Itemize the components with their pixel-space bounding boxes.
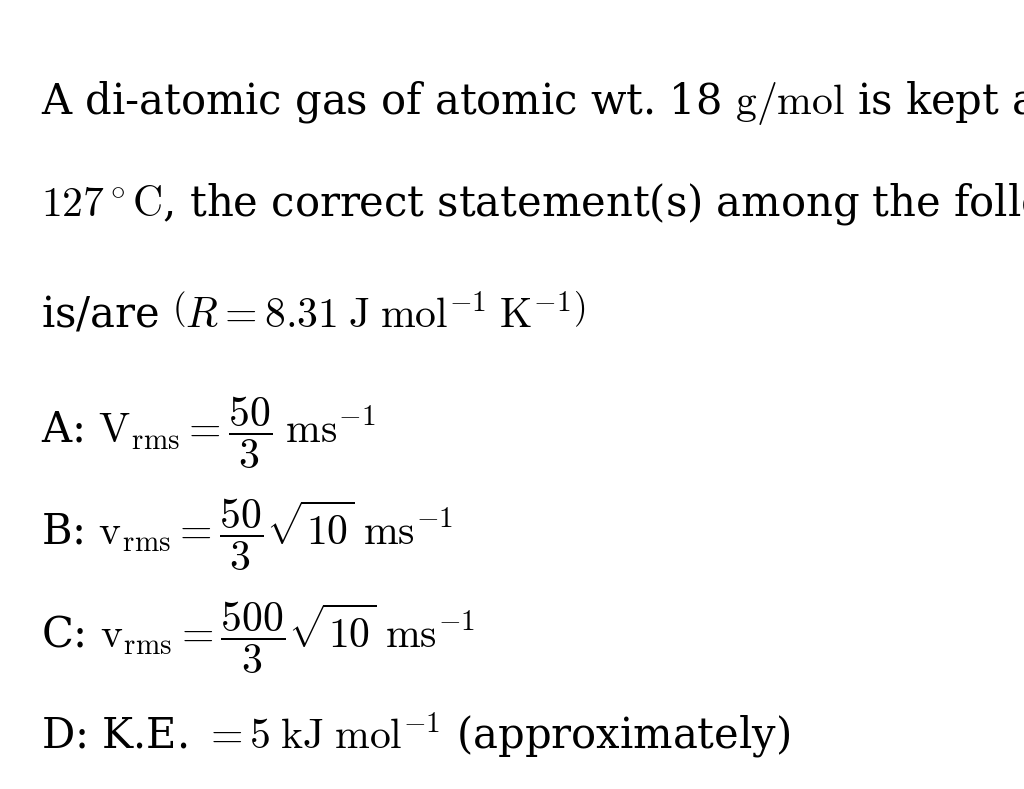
Text: D: K.E. $= 5\; \mathrm{kJ\;mol^{-1}}$ (approximately): D: K.E. $= 5\; \mathrm{kJ\;mol^{-1}}$ (a… xyxy=(41,710,790,760)
Text: C: $\mathrm{v_{rms}} = \dfrac{500}{3}\sqrt{10}\; \mathrm{ms^{-1}}$: C: $\mathrm{v_{rms}} = \dfrac{500}{3}\sq… xyxy=(41,600,475,675)
Text: A: $\mathrm{V_{rms}} = \dfrac{50}{3}\; \mathrm{ms^{-1}}$: A: $\mathrm{V_{rms}} = \dfrac{50}{3}\; \… xyxy=(41,394,376,470)
Text: $127^\circ\mathrm{C}$, the correct statement(s) among the following: $127^\circ\mathrm{C}$, the correct state… xyxy=(41,181,1024,227)
Text: is/are $\left(R = 8.31\; \mathrm{J\;mol^{-1}\;K^{-1}}\right)$: is/are $\left(R = 8.31\; \mathrm{J\;mol^… xyxy=(41,292,586,337)
Text: B: $\mathrm{v_{rms}} = \dfrac{50}{3}\sqrt{10}\; \mathrm{ms^{-1}}$: B: $\mathrm{v_{rms}} = \dfrac{50}{3}\sqr… xyxy=(41,497,453,573)
Text: A di-atomic gas of atomic wt. 18 $\mathrm{g/mol}$ is kept at: A di-atomic gas of atomic wt. 18 $\mathr… xyxy=(41,79,1024,127)
